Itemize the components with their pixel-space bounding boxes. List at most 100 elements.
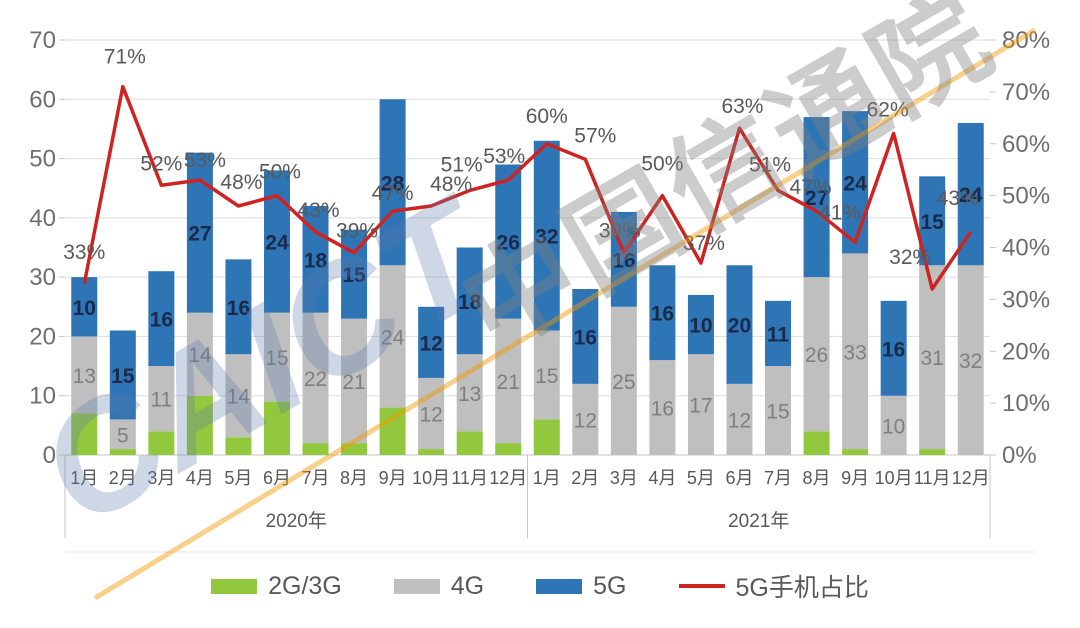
bar-segment-2g3g <box>495 443 522 455</box>
bar-segment-5g <box>687 294 714 355</box>
bar-segment-2g3g <box>533 419 560 455</box>
bar-segment-5g <box>957 123 984 266</box>
legend-item-2g3g: 2G/3G <box>211 572 342 601</box>
bar-label-5g: 12 <box>419 332 442 355</box>
bar-label-4g: 33 <box>843 341 866 364</box>
bar-label-4g: 12 <box>574 409 597 432</box>
x-axis-year-label: 2021年 <box>728 510 789 532</box>
bar-label-5g: 18 <box>458 291 482 314</box>
bar-label-5g: 16 <box>882 338 905 361</box>
bar-segment-4g <box>263 312 290 402</box>
bar-segment-5g <box>456 247 483 355</box>
bar-label-4g: 16 <box>651 398 674 421</box>
bar-label-4g: 31 <box>921 347 944 370</box>
bar-label-4g: 24 <box>381 326 405 349</box>
bar-segment-2g3g <box>263 401 290 455</box>
x-axis-month-label: 5月 <box>224 468 252 488</box>
x-axis-month-label: 12月 <box>952 468 990 488</box>
bar-label-4g: 22 <box>304 368 327 391</box>
bar-segment-4g <box>957 265 984 455</box>
right-axis-tick-label: 70% <box>1002 79 1050 106</box>
bar-segment-5g <box>148 271 175 367</box>
bar-label-4g: 14 <box>227 386 251 409</box>
x-axis-month-label: 2月 <box>571 468 599 488</box>
line-point-label: 50% <box>641 153 683 176</box>
bar-segment-4g <box>572 383 599 455</box>
bar-segment-5g <box>495 164 522 319</box>
line-point-label: 52% <box>140 152 182 175</box>
right-axis-tick-label: 40% <box>1002 235 1050 262</box>
left-axis-tick-label: 40 <box>29 205 56 232</box>
bar-segment-2g3g <box>225 437 252 455</box>
x-axis-month-label: 4月 <box>648 468 676 488</box>
bar-label-4g: 15 <box>265 347 288 370</box>
bar-segment-4g <box>379 265 406 408</box>
left-axis-tick-label: 10 <box>29 383 56 410</box>
bar-segment-4g <box>186 312 213 396</box>
x-axis-month-label: 12月 <box>489 468 527 488</box>
line-point-label: 48% <box>220 171 262 194</box>
x-axis-month-label: 2月 <box>109 468 137 488</box>
line-point-label: 47% <box>790 176 832 199</box>
bar-label-5g: 16 <box>150 309 173 332</box>
line-point-label: 33% <box>63 241 105 264</box>
legend-label-2g3g: 2G/3G <box>268 571 342 600</box>
right-axis-tick-label: 30% <box>1002 286 1050 313</box>
legend-swatch-4g <box>393 578 440 594</box>
line-point-label: 48% <box>430 173 472 196</box>
bar-label-5g: 16 <box>227 297 250 320</box>
x-axis-month-label: 5月 <box>687 468 715 488</box>
bar-label-5g: 24 <box>265 232 289 255</box>
bar-label-5g: 15 <box>921 211 945 234</box>
bar-segment-4g <box>610 306 637 455</box>
x-axis-month-label: 8月 <box>803 468 831 488</box>
bar-label-5g: 32 <box>535 226 558 249</box>
line-point-label: 60% <box>526 105 568 128</box>
bar-segment-5g <box>225 259 252 355</box>
x-axis-month-label: 9月 <box>379 468 407 488</box>
line-point-label: 63% <box>721 95 763 118</box>
line-point-label: 53% <box>184 149 226 172</box>
bar-label-4g: 12 <box>419 404 442 427</box>
line-point-label: 41% <box>819 201 861 224</box>
bar-label-4g: 12 <box>728 409 751 432</box>
legend-item-5g: 5G <box>536 572 627 601</box>
legend-label-4g: 4G <box>450 571 485 600</box>
bar-segment-5g <box>726 265 753 384</box>
bar-segment-5g <box>880 300 907 396</box>
line-point-label: 37% <box>683 232 725 255</box>
line-point-label: 71% <box>104 46 146 69</box>
line-point-label: 39% <box>599 220 641 243</box>
right-axis-tick-label: 60% <box>1002 131 1050 158</box>
bar-segment-2g3g <box>186 395 213 455</box>
x-axis-month-label: 1月 <box>70 468 98 488</box>
bar-label-4g: 15 <box>766 401 789 424</box>
bar-label-5g: 16 <box>574 326 597 349</box>
bar-segment-5g <box>765 300 792 367</box>
bar-segment-4g <box>302 312 329 444</box>
bar-segment-4g <box>533 330 560 420</box>
bar-segment-4g <box>225 354 252 438</box>
bar-segment-4g <box>919 265 946 450</box>
bar-segment-2g3g <box>302 443 329 455</box>
bar-segment-2g3g <box>341 443 368 455</box>
bar-label-4g: 25 <box>612 371 635 394</box>
line-point-label: 50% <box>259 161 301 184</box>
legend-item-4g: 4G <box>393 571 485 601</box>
x-axis-month-label: 10月 <box>875 468 913 488</box>
bar-segment-2g3g <box>803 431 830 455</box>
bar-label-5g: 18 <box>304 249 328 272</box>
bar-label-5g: 27 <box>188 223 211 246</box>
bar-segment-4g <box>726 383 753 455</box>
x-axis-month-label: 3月 <box>610 468 638 488</box>
bar-label-4g: 13 <box>458 383 481 406</box>
x-axis-month-label: 10月 <box>412 468 450 488</box>
bar-segment-5g <box>379 99 406 266</box>
line-5g-share <box>82 84 973 291</box>
bar-segment-2g3g <box>418 449 445 455</box>
bar-label-4g: 5 <box>117 424 129 447</box>
left-axis-tick-label: 70 <box>29 27 56 54</box>
bar-label-5g: 24 <box>843 172 867 195</box>
bar-label-5g: 26 <box>497 232 520 255</box>
